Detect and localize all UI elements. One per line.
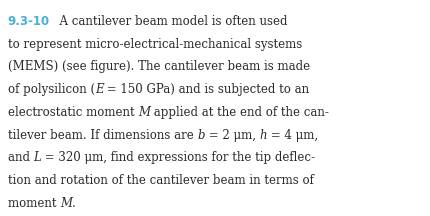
Text: .: .	[72, 197, 76, 210]
Text: = 2 μm,: = 2 μm,	[205, 129, 259, 141]
Text: = 320 μm, find expressions for the tip deflec-: = 320 μm, find expressions for the tip d…	[41, 151, 315, 164]
Text: M: M	[138, 106, 150, 119]
Text: electrostatic moment: electrostatic moment	[8, 106, 138, 119]
Text: tion and rotation of the cantilever beam in terms of: tion and rotation of the cantilever beam…	[8, 174, 313, 187]
Text: and: and	[8, 151, 34, 164]
Text: moment: moment	[8, 197, 60, 210]
Text: b: b	[197, 129, 205, 141]
Text: = 150 GPa) and is subjected to an: = 150 GPa) and is subjected to an	[104, 83, 310, 96]
Text: to represent micro-electrical-mechanical systems: to represent micro-electrical-mechanical…	[8, 38, 302, 51]
Text: L: L	[34, 151, 41, 164]
Text: applied at the end of the can-: applied at the end of the can-	[150, 106, 329, 119]
Text: A cantilever beam model is often used: A cantilever beam model is often used	[52, 15, 288, 28]
Text: 9.3-10: 9.3-10	[8, 15, 50, 28]
Text: M: M	[60, 197, 72, 210]
Text: of polysilicon (: of polysilicon (	[8, 83, 95, 96]
Text: (MEMS) (see figure). The cantilever beam is made: (MEMS) (see figure). The cantilever beam…	[8, 60, 310, 73]
Text: E: E	[95, 83, 104, 96]
Text: tilever beam. If dimensions are: tilever beam. If dimensions are	[8, 129, 197, 141]
Text: h: h	[259, 129, 267, 141]
Text: = 4 μm,: = 4 μm,	[267, 129, 318, 141]
